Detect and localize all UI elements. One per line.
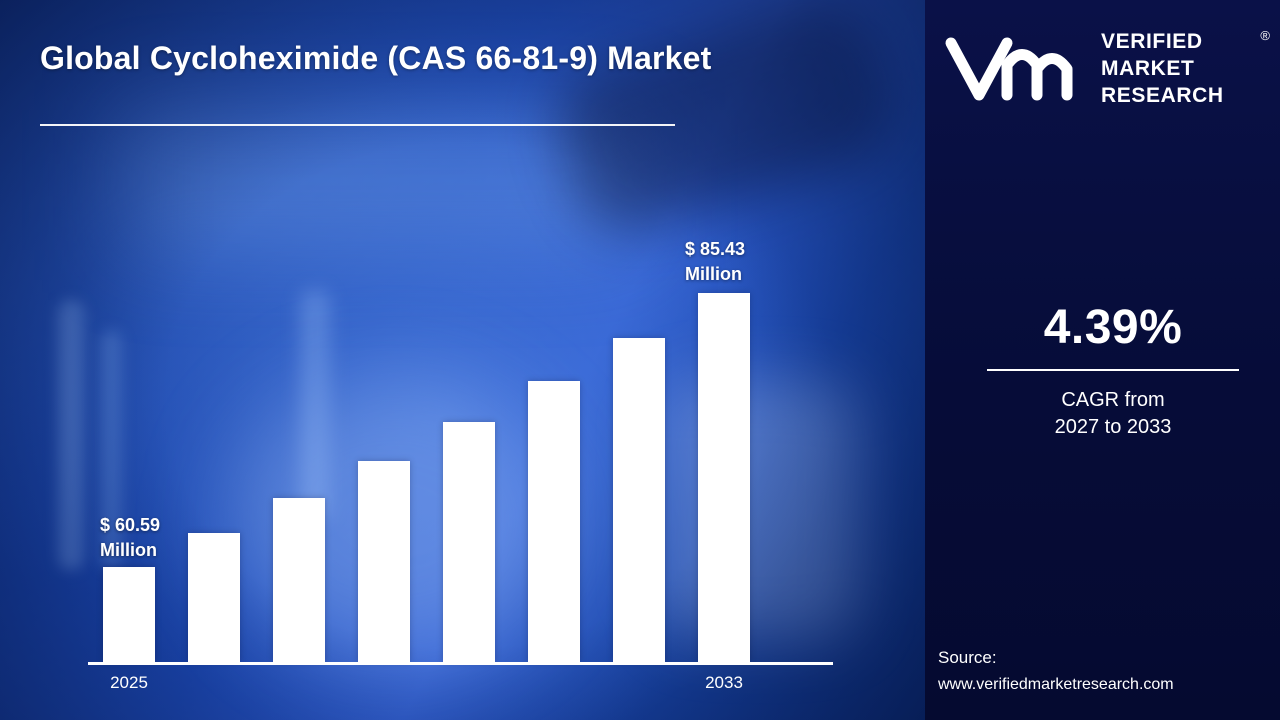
- sidebar: VERIFIED MARKET RESEARCH ® 4.39% CAGR fr…: [925, 0, 1280, 720]
- bar-series: [103, 132, 753, 662]
- title-underline: [40, 124, 675, 126]
- bar-year-3: [358, 461, 410, 662]
- brand-block: VERIFIED MARKET RESEARCH: [941, 28, 1266, 109]
- last-bar-value: $ 85.43: [685, 239, 746, 259]
- last-bar-unit: Million: [685, 264, 742, 284]
- registered-trademark-icon: ®: [1260, 28, 1270, 43]
- page-title: Global Cycloheximide (CAS 66-81-9) Marke…: [40, 40, 712, 76]
- source-block: Source: www.verifiedmarketresearch.com: [938, 644, 1174, 698]
- first-bar-unit: Million: [100, 540, 157, 560]
- bar-2033: [698, 293, 750, 662]
- bar-year-2: [273, 498, 325, 662]
- cagr-underline: [987, 369, 1239, 371]
- bar-2025: [103, 567, 155, 662]
- source-label: Source:: [938, 648, 997, 667]
- last-bar-value-label: $ 85.43 Million: [685, 237, 745, 287]
- first-bar-value: $ 60.59: [100, 515, 161, 535]
- source-url: www.verifiedmarketresearch.com: [938, 676, 1174, 693]
- cagr-caption: CAGR from 2027 to 2033: [983, 387, 1243, 441]
- bar-year-5: [528, 381, 580, 662]
- brand-name: VERIFIED MARKET RESEARCH: [1101, 28, 1224, 109]
- cagr-caption-line-2: 2027 to 2033: [1054, 416, 1172, 438]
- vmr-logo-icon: [945, 37, 1073, 100]
- chart-panel: Global Cycloheximide (CAS 66-81-9) Marke…: [0, 0, 925, 720]
- cagr-value: 4.39%: [1043, 301, 1183, 354]
- brand-line-1: VERIFIED: [1101, 30, 1203, 53]
- x-tick-first: 2025: [110, 673, 148, 692]
- x-tick-last: 2033: [705, 673, 743, 692]
- cagr-block: 4.39% CAGR from 2027 to 2033: [983, 300, 1243, 441]
- brand-line-2: MARKET: [1101, 57, 1195, 80]
- x-axis-line: [88, 662, 833, 665]
- cagr-caption-line-1: CAGR from: [1061, 389, 1165, 411]
- bar-year-6: [613, 338, 665, 662]
- first-bar-value-label: $ 60.59 Million: [100, 513, 160, 563]
- brand-line-3: RESEARCH: [1101, 84, 1224, 107]
- bar-year-4: [443, 422, 495, 662]
- bar-year-1: [188, 533, 240, 662]
